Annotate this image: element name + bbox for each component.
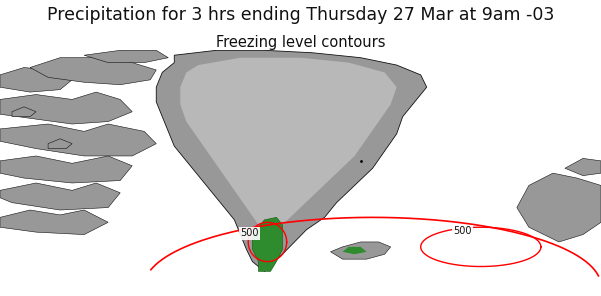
Text: 500: 500: [454, 226, 472, 236]
Polygon shape: [252, 217, 282, 271]
Polygon shape: [156, 50, 427, 271]
Text: 500: 500: [240, 228, 258, 238]
Polygon shape: [0, 92, 132, 124]
Polygon shape: [0, 183, 120, 210]
Polygon shape: [331, 242, 391, 259]
Polygon shape: [180, 58, 397, 239]
Polygon shape: [565, 158, 601, 176]
Polygon shape: [517, 173, 601, 242]
Text: Freezing level contours: Freezing level contours: [216, 35, 385, 50]
Polygon shape: [30, 58, 156, 85]
Text: Precipitation for 3 hrs ending Thursday 27 Mar at 9am -03: Precipitation for 3 hrs ending Thursday …: [47, 6, 554, 23]
Polygon shape: [48, 139, 72, 149]
Polygon shape: [12, 107, 36, 117]
Polygon shape: [0, 156, 132, 183]
Polygon shape: [0, 210, 108, 234]
Polygon shape: [343, 247, 367, 254]
Polygon shape: [0, 124, 156, 156]
Polygon shape: [84, 50, 168, 63]
Polygon shape: [0, 67, 72, 92]
